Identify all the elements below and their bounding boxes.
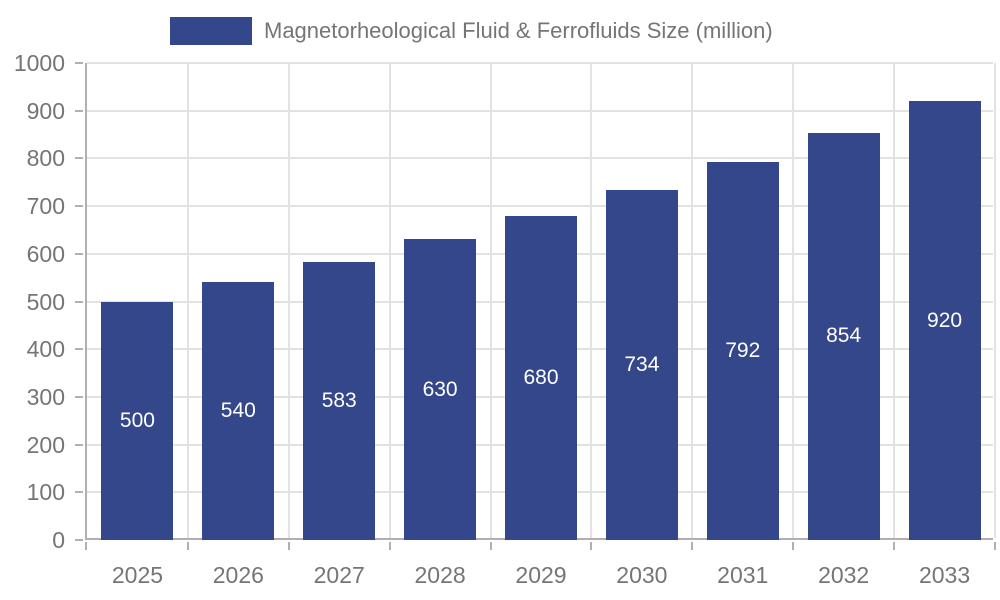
bar: 630	[404, 239, 477, 540]
y-axis-label: 400	[26, 336, 65, 363]
y-axis-tick	[75, 109, 83, 112]
y-axis-tick	[75, 443, 83, 446]
x-axis-tick	[893, 542, 896, 550]
gridline-vertical	[287, 63, 290, 538]
y-axis-tick	[75, 157, 83, 160]
bar: 500	[101, 301, 174, 540]
gridline-vertical	[388, 63, 391, 538]
x-axis-label: 2032	[818, 562, 870, 588]
legend: Magnetorheological Fluid & Ferrofluids S…	[170, 17, 773, 45]
y-axis-tick	[75, 491, 83, 494]
y-axis-label: 800	[26, 145, 65, 172]
bar: 792	[706, 162, 779, 540]
y-axis-label: 700	[26, 193, 65, 220]
x-axis-tick	[691, 542, 694, 550]
x-axis-label: 2028	[414, 562, 466, 588]
x-axis-tick	[489, 542, 492, 550]
y-axis-tick	[75, 539, 83, 541]
bar-value-label: 734	[624, 352, 660, 376]
plot-area: 0 100 200 300 400 500 600 700 800 900 1000 2025 500 2…	[14, 50, 996, 588]
gridline-vertical	[186, 63, 189, 538]
y-axis-tick	[75, 300, 83, 303]
bar: 734	[605, 189, 678, 540]
x-axis-tick	[85, 542, 87, 550]
y-axis-label: 0	[52, 527, 65, 553]
bar-value-label: 854	[826, 324, 862, 348]
x-axis-tick	[388, 542, 391, 550]
y-axis-label: 900	[26, 97, 65, 124]
gridline-vertical	[590, 63, 593, 538]
x-axis-tick	[590, 542, 593, 550]
bar: 680	[505, 215, 577, 540]
y-axis-tick	[75, 205, 83, 208]
bar-value-label: 630	[422, 377, 458, 401]
bar-value-label: 920	[927, 308, 963, 332]
bar: 920	[908, 101, 981, 540]
x-axis-label: 2025	[111, 562, 164, 588]
x-axis-tick	[186, 542, 189, 550]
x-axis-label: 2029	[515, 562, 567, 588]
bar-value-label: 680	[523, 365, 559, 389]
gridline-vertical	[792, 63, 795, 538]
x-axis-tick	[792, 542, 795, 550]
x-axis-label: 2033	[918, 562, 971, 588]
bar-value-label: 583	[321, 388, 357, 412]
y-axis-label: 200	[26, 431, 65, 458]
y-axis-label: 1000	[13, 50, 65, 76]
gridline-horizontal	[87, 62, 993, 64]
x-axis-label: 2026	[212, 562, 264, 588]
bar-value-label: 500	[119, 408, 155, 432]
gridline-horizontal	[87, 109, 993, 112]
legend-swatch	[170, 17, 252, 45]
y-axis-label: 500	[26, 288, 65, 315]
gridline-vertical	[994, 63, 996, 538]
legend-label: Magnetorheological Fluid & Ferrofluids S…	[264, 18, 773, 43]
bar: 540	[202, 282, 275, 540]
gridline-horizontal	[87, 205, 993, 208]
bar: 583	[303, 261, 376, 540]
y-axis-tick	[75, 252, 83, 255]
x-axis-tick	[287, 542, 290, 550]
bar: 854	[807, 132, 880, 540]
gridline-vertical	[893, 63, 896, 538]
y-axis-tick	[75, 348, 83, 351]
y-axis-label: 600	[26, 240, 65, 267]
y-axis-label: 300	[26, 383, 65, 410]
x-axis-label: 2031	[717, 562, 769, 588]
gridline-vertical	[691, 63, 694, 538]
x-axis-label: 2030	[616, 562, 668, 588]
gridline-horizontal	[87, 157, 993, 160]
x-axis-label: 2027	[313, 562, 365, 588]
gridline-vertical	[489, 63, 492, 538]
x-axis-tick	[994, 542, 996, 550]
bar-value-label: 792	[725, 339, 761, 363]
y-axis-tick	[75, 62, 83, 64]
y-axis-label: 100	[26, 479, 65, 506]
y-axis-tick	[75, 395, 83, 398]
bar-value-label: 540	[220, 399, 256, 423]
